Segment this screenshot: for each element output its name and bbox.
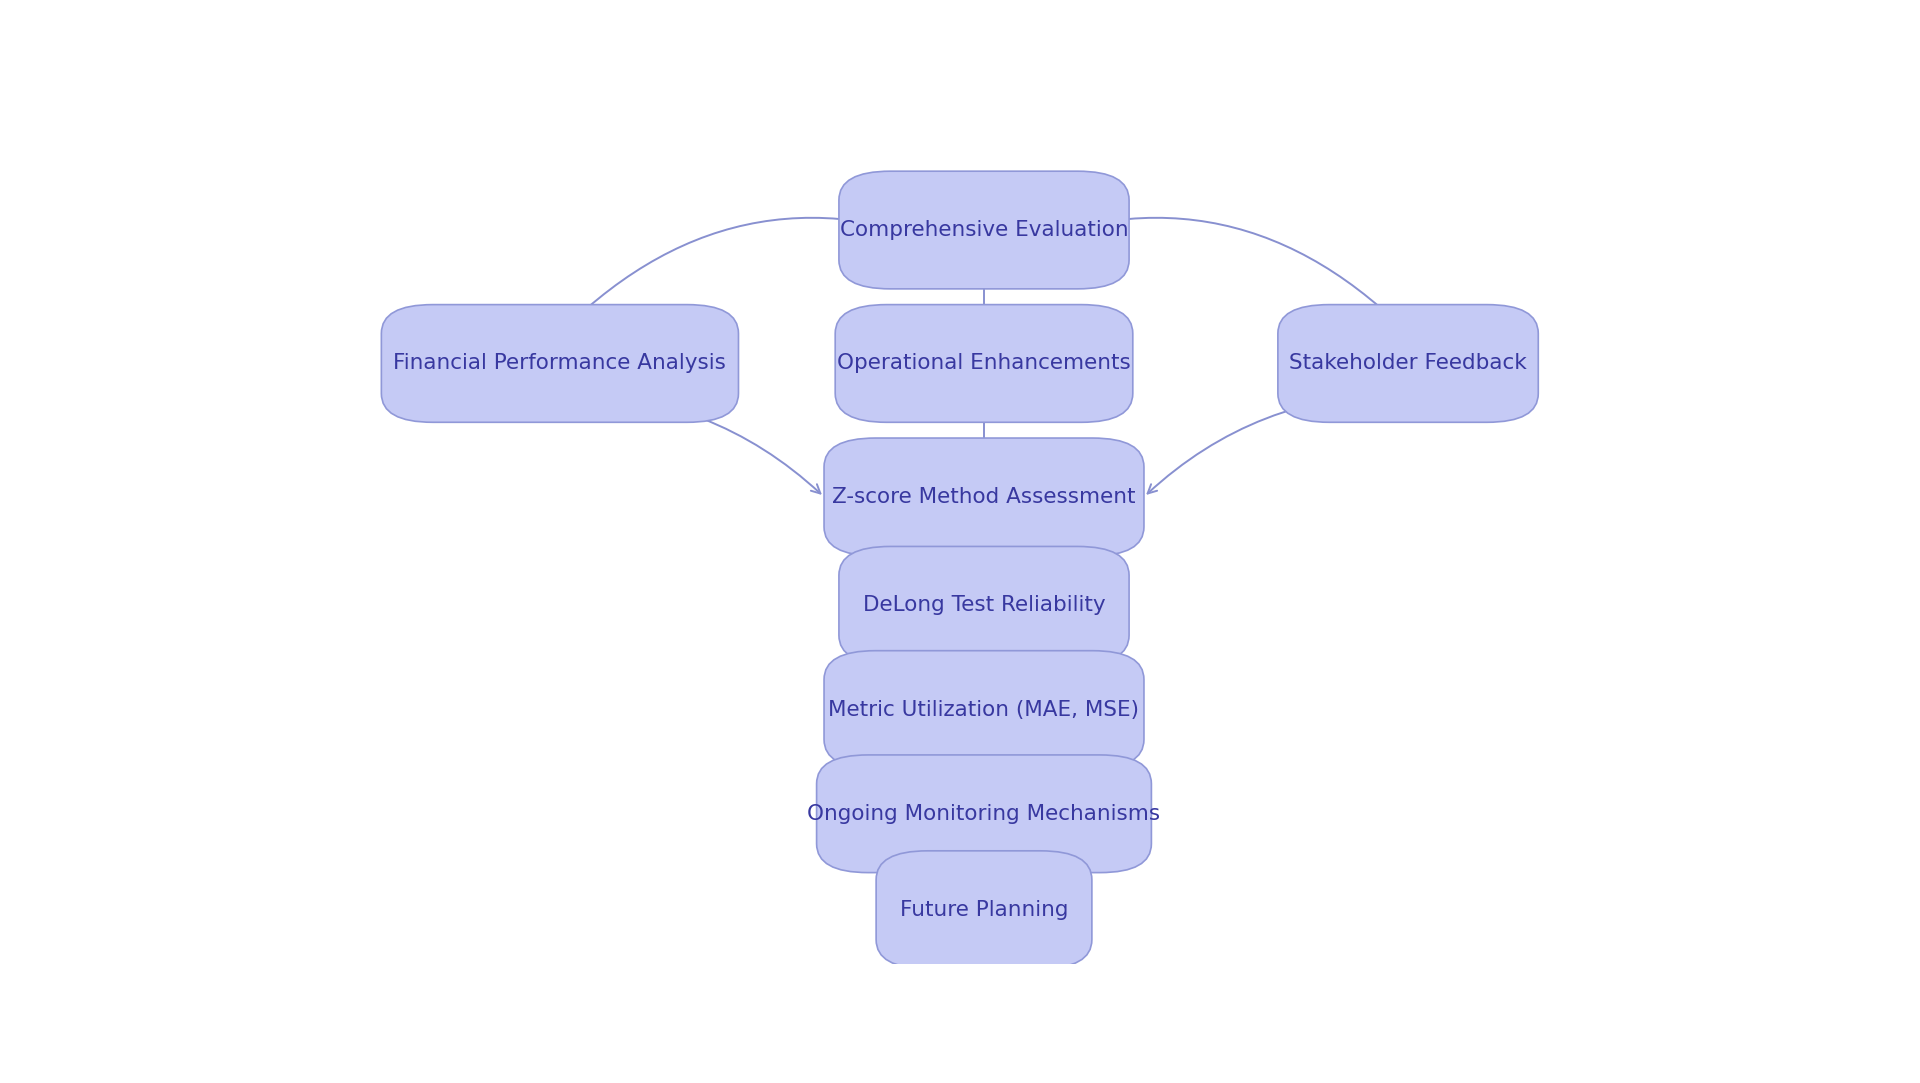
Text: Metric Utilization (MAE, MSE): Metric Utilization (MAE, MSE) [829, 700, 1139, 719]
Text: Future Planning: Future Planning [900, 900, 1068, 919]
Text: Stakeholder Feedback: Stakeholder Feedback [1288, 353, 1526, 374]
Text: Operational Enhancements: Operational Enhancements [837, 353, 1131, 374]
FancyBboxPatch shape [839, 171, 1129, 289]
FancyBboxPatch shape [382, 304, 739, 422]
FancyBboxPatch shape [824, 651, 1144, 768]
Text: Z-score Method Assessment: Z-score Method Assessment [831, 487, 1137, 507]
Text: DeLong Test Reliability: DeLong Test Reliability [862, 596, 1106, 615]
Text: Financial Performance Analysis: Financial Performance Analysis [394, 353, 726, 374]
FancyBboxPatch shape [824, 438, 1144, 556]
Text: Ongoing Monitoring Mechanisms: Ongoing Monitoring Mechanisms [808, 804, 1160, 824]
FancyBboxPatch shape [816, 755, 1152, 873]
Text: Comprehensive Evaluation: Comprehensive Evaluation [839, 220, 1129, 240]
FancyBboxPatch shape [1279, 304, 1538, 422]
FancyBboxPatch shape [876, 851, 1092, 968]
FancyBboxPatch shape [835, 304, 1133, 422]
FancyBboxPatch shape [839, 547, 1129, 664]
